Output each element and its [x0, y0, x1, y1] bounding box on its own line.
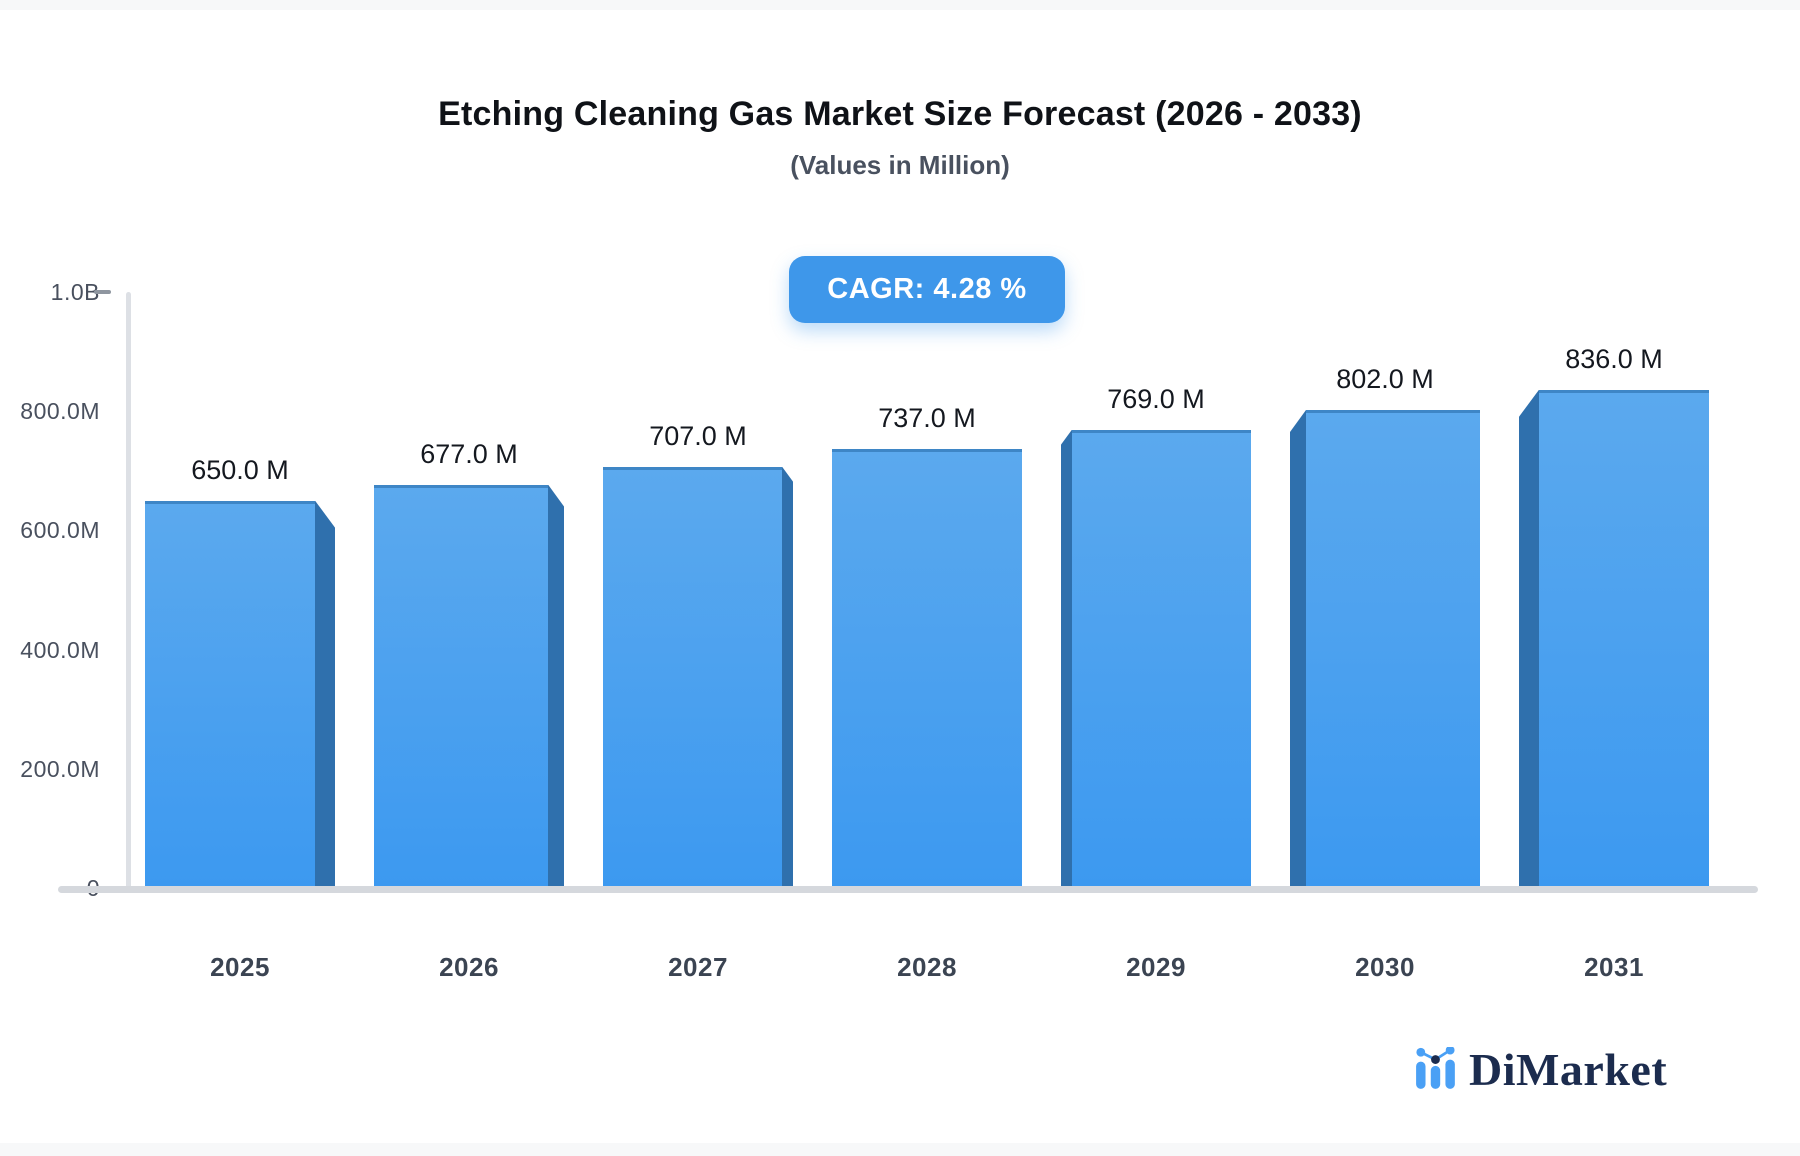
bar-value-label: 769.0 M [1107, 383, 1205, 414]
bar-2030[interactable] [1290, 410, 1480, 888]
y-axis-tick-label: 1.0B [50, 279, 100, 305]
bar-side-3d [315, 500, 335, 888]
bar-side-3d [548, 484, 564, 888]
bar-value-label: 707.0 M [649, 420, 747, 451]
x-axis-label-2025: 2025 [210, 952, 270, 982]
bar-face [374, 484, 548, 888]
bar-value-label: 737.0 M [878, 402, 976, 433]
brand-logo: DiMarket [1416, 1040, 1667, 1098]
x-axis-label-2028: 2028 [897, 952, 957, 982]
y-axis-tick-label: 400.0M [20, 636, 100, 663]
x-axis-label-2030: 2030 [1355, 952, 1415, 982]
bar-face [1072, 429, 1251, 888]
x-axis-baseline [58, 886, 1758, 893]
bar-side-3d [1290, 410, 1306, 888]
bar-face [145, 500, 315, 888]
bar-2026[interactable] [374, 484, 564, 888]
y-axis-tick-label: 800.0M [20, 398, 100, 425]
chart-title: Etching Cleaning Gas Market Size Forecas… [438, 95, 1362, 133]
page-frame-top [0, 0, 1800, 10]
y-axis-line [126, 292, 131, 892]
page-frame-bottom [0, 1143, 1800, 1156]
bar-2031[interactable] [1519, 389, 1709, 888]
y-axis-tick-mark [94, 290, 111, 294]
bar-side-3d [1061, 429, 1072, 888]
brand-logo-icon [1416, 1047, 1455, 1089]
bar-2029[interactable] [1061, 429, 1251, 888]
bar-value-label: 802.0 M [1336, 364, 1434, 394]
bar-2025[interactable] [145, 500, 335, 888]
chart-subtitle: (Values in Million) [790, 150, 1010, 180]
bar-value-label: 677.0 M [420, 438, 518, 469]
x-axis-label-2027: 2027 [668, 952, 728, 982]
bar-face [603, 466, 782, 888]
cagr-badge: CAGR: 4.28 % [789, 256, 1065, 323]
bar-2027[interactable] [603, 466, 793, 888]
bar-face [832, 448, 1022, 888]
y-axis-tick-label: 600.0M [20, 517, 100, 544]
x-axis-label-2029: 2029 [1126, 952, 1186, 982]
bar-side-3d [1519, 389, 1539, 888]
x-axis-label-2031: 2031 [1584, 952, 1644, 982]
brand-logo-text: DiMarket [1469, 1043, 1668, 1095]
cagr-badge-label: CAGR: 4.28 % [827, 273, 1027, 305]
bar-2028[interactable] [832, 448, 1022, 888]
bar-value-label: 836.0 M [1565, 343, 1663, 374]
bar-face [1306, 410, 1480, 888]
y-axis-tick-label: 200.0M [20, 755, 100, 782]
bar-value-label: 650.0 M [191, 454, 289, 485]
bar-face [1539, 389, 1709, 888]
x-axis-label-2026: 2026 [439, 952, 499, 982]
bar-side-3d [782, 466, 793, 888]
